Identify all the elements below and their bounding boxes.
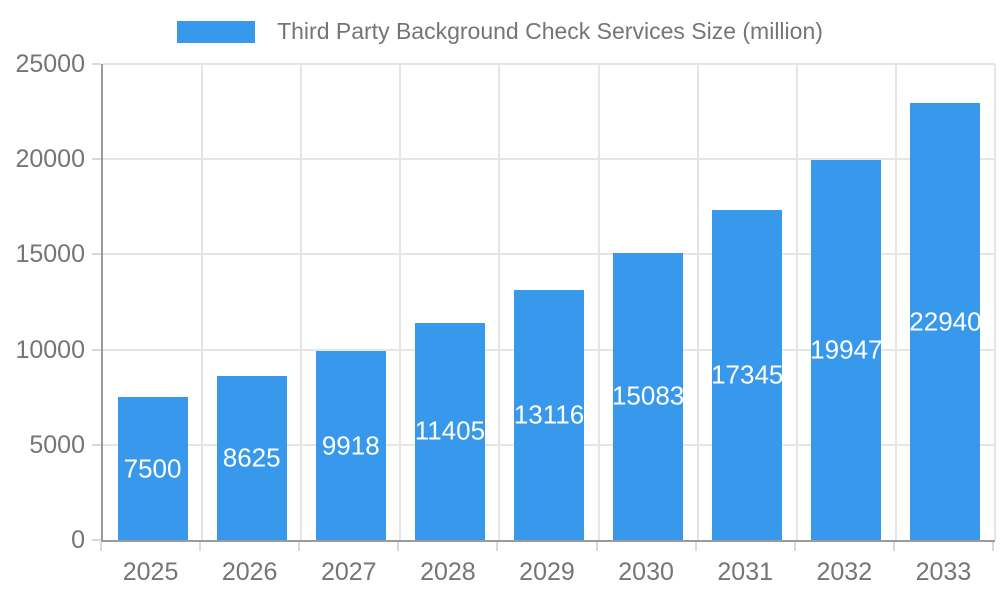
x-axis-tick-label: 2033	[915, 558, 972, 586]
y-axis-tick-label: 5000	[29, 430, 85, 459]
x-gridline	[399, 64, 402, 540]
bar-2026[interactable]: 8625	[216, 375, 287, 540]
x-tick-mark	[100, 542, 102, 551]
x-tick-mark	[496, 542, 499, 551]
bar-2028[interactable]: 11405	[414, 322, 486, 540]
y-tick-mark	[92, 63, 101, 65]
y-tick-mark	[92, 158, 101, 161]
y-axis-tick-label: 15000	[15, 240, 85, 269]
bar-value-label: 19947	[810, 334, 883, 365]
bar-value-label: 17345	[711, 359, 784, 390]
x-axis-tick-label: 2026	[221, 558, 278, 586]
x-gridline	[498, 64, 501, 540]
x-tick-mark	[793, 542, 796, 551]
y-gridline	[103, 253, 995, 256]
x-axis-tick-label: 2032	[816, 558, 873, 586]
y-tick-mark	[92, 539, 101, 541]
bar-value-label: 15083	[611, 380, 685, 411]
x-gridline	[894, 64, 897, 540]
x-axis-tick-label: 2027	[320, 558, 377, 586]
y-tick-mark	[92, 253, 101, 256]
x-axis-tick-label: 2028	[420, 558, 476, 586]
legend-label: Third Party Background Check Services Si…	[277, 18, 823, 44]
x-tick-mark	[397, 542, 400, 551]
x-gridline	[795, 64, 798, 540]
x-axis-tick-label: 2029	[519, 558, 575, 586]
x-axis-tick-label: 2030	[618, 558, 674, 586]
y-gridline	[103, 158, 995, 161]
x-gridline	[300, 64, 303, 540]
bar-2033[interactable]: 22940	[909, 103, 982, 540]
legend-swatch	[177, 20, 256, 43]
y-axis-tick-label: 20000	[15, 145, 85, 174]
bar-value-label: 22940	[909, 306, 982, 337]
bar-value-label: 11405	[414, 415, 486, 446]
plot-area: 7500 8625 9918 11405 13116 15083 17345 19947 229…	[101, 63, 996, 542]
x-tick-mark	[892, 542, 895, 551]
bar-value-label: 9918	[321, 430, 380, 461]
bar-value-label: 13116	[513, 399, 585, 430]
y-tick-mark	[92, 443, 101, 446]
x-tick-mark	[298, 542, 301, 551]
x-gridline	[994, 64, 996, 540]
x-axis-tick-label: 2025	[122, 558, 179, 586]
bar-value-label: 8625	[222, 442, 281, 473]
y-axis-tick-label: 0	[71, 526, 85, 554]
x-tick-mark	[595, 542, 598, 551]
y-gridline	[103, 63, 995, 65]
bar-2030[interactable]: 15083	[611, 252, 685, 540]
x-tick-mark	[199, 542, 202, 551]
bar-2032[interactable]: 19947	[810, 160, 883, 540]
legend[interactable]: Third Party Background Check Services Si…	[0, 18, 1000, 45]
x-gridline	[201, 64, 204, 540]
y-axis-tick-label: 25000	[15, 50, 85, 78]
x-tick-mark	[694, 542, 697, 551]
x-tick-mark	[992, 542, 994, 551]
y-tick-mark	[92, 348, 101, 351]
bar-2029[interactable]: 13116	[514, 290, 584, 540]
x-gridline	[597, 64, 600, 540]
x-axis-tick-label: 2031	[717, 558, 774, 586]
bar-value-label: 7500	[123, 453, 182, 484]
bar-2031[interactable]: 17345	[711, 209, 784, 540]
x-gridline	[696, 64, 699, 540]
y-axis-tick-label: 10000	[15, 335, 85, 364]
bar-2025[interactable]: 7500	[117, 397, 188, 540]
bar-2027[interactable]: 9918	[315, 351, 386, 540]
